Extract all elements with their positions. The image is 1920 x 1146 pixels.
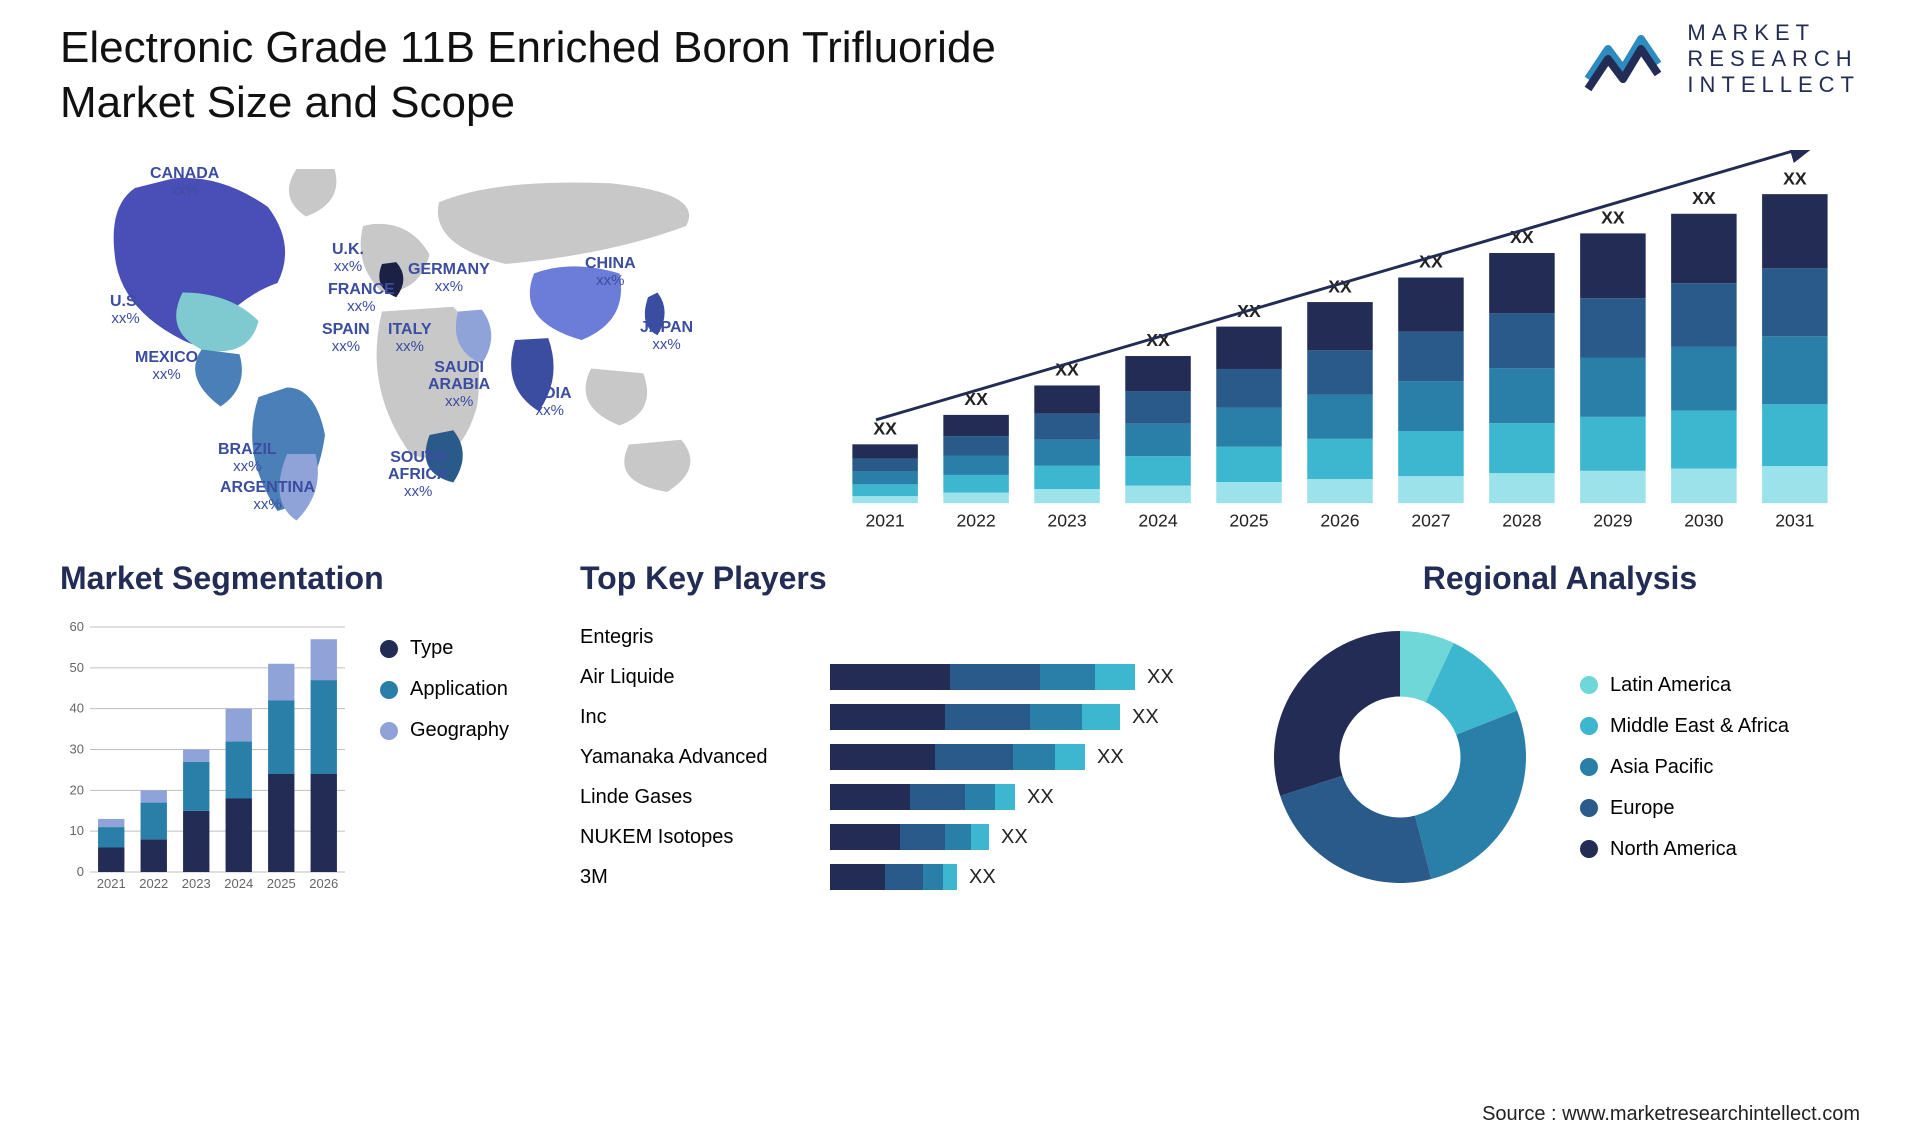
players-title: Top Key Players bbox=[580, 560, 1220, 597]
svg-text:10: 10 bbox=[70, 823, 84, 838]
legend-item: North America bbox=[1580, 838, 1789, 861]
players-labels: EntegrisAir LiquideIncYamanaka AdvancedL… bbox=[580, 617, 810, 897]
svg-text:XX: XX bbox=[1783, 168, 1807, 188]
country-label: JAPANxx% bbox=[640, 320, 693, 354]
player-label: Linde Gases bbox=[580, 777, 810, 817]
country-label: CANADAxx% bbox=[150, 166, 219, 200]
svg-text:2025: 2025 bbox=[1229, 511, 1268, 531]
legend-item: Europe bbox=[1580, 797, 1789, 820]
legend-item: Asia Pacific bbox=[1580, 756, 1789, 779]
player-bar-row: XX bbox=[830, 857, 1220, 897]
country-label: SAUDIARABIAxx% bbox=[428, 360, 490, 410]
svg-text:2026: 2026 bbox=[1320, 511, 1359, 531]
country-label: MEXICOxx% bbox=[135, 350, 198, 384]
logo-mark-icon bbox=[1583, 24, 1673, 94]
page-title: Electronic Grade 11B Enriched Boron Trif… bbox=[60, 20, 1060, 130]
country-label: FRANCExx% bbox=[328, 282, 395, 316]
player-bar-row: XX bbox=[830, 737, 1220, 777]
svg-text:40: 40 bbox=[70, 701, 84, 716]
player-label: Entegris bbox=[580, 617, 810, 657]
svg-text:2025: 2025 bbox=[267, 876, 296, 891]
player-label: Inc bbox=[580, 697, 810, 737]
svg-text:30: 30 bbox=[70, 742, 84, 757]
svg-text:2023: 2023 bbox=[182, 876, 211, 891]
segmentation-chart: 0 10 20 30 40 50 60 2021 2022 2023 2024 2025 2026 bbox=[60, 617, 350, 897]
legend-item: Middle East & Africa bbox=[1580, 715, 1789, 738]
svg-text:2029: 2029 bbox=[1593, 511, 1632, 531]
svg-text:XX: XX bbox=[1601, 208, 1625, 228]
player-label: Air Liquide bbox=[580, 657, 810, 697]
svg-text:2021: 2021 bbox=[865, 511, 904, 531]
logo-text-2: RESEARCH bbox=[1687, 46, 1860, 72]
segmentation-title: Market Segmentation bbox=[60, 560, 540, 597]
svg-text:20: 20 bbox=[70, 782, 84, 797]
country-label: U.K.xx% bbox=[332, 242, 364, 276]
growth-chart: XX2021XX2022XX2023XX2024XX2025XX2026XX20… bbox=[820, 150, 1860, 542]
svg-text:60: 60 bbox=[70, 619, 84, 634]
svg-text:XX: XX bbox=[1692, 188, 1716, 208]
growth-chart-panel: XX2021XX2022XX2023XX2024XX2025XX2026XX20… bbox=[820, 150, 1860, 530]
player-bar-row: XX bbox=[830, 777, 1220, 817]
legend-item: Geography bbox=[380, 719, 509, 742]
country-label: BRAZILxx% bbox=[218, 442, 277, 476]
svg-text:50: 50 bbox=[70, 660, 84, 675]
logo-text-3: INTELLECT bbox=[1687, 72, 1860, 98]
world-map-panel: CANADAxx% U.S.xx% MEXICOxx% BRAZILxx% ARGENT… bbox=[60, 150, 780, 530]
player-label: NUKEM Isotopes bbox=[580, 817, 810, 857]
svg-text:2028: 2028 bbox=[1502, 511, 1541, 531]
country-label: ARGENTINAxx% bbox=[220, 480, 315, 514]
svg-text:2021: 2021 bbox=[97, 876, 126, 891]
player-bar-row: XX bbox=[830, 817, 1220, 857]
players-bars: XXXXXXXXXXXX bbox=[830, 617, 1220, 897]
country-label: SPAINxx% bbox=[322, 322, 370, 356]
svg-text:2027: 2027 bbox=[1411, 511, 1450, 531]
svg-text:2024: 2024 bbox=[1138, 511, 1177, 531]
svg-text:2026: 2026 bbox=[309, 876, 338, 891]
player-label: Yamanaka Advanced bbox=[580, 737, 810, 777]
svg-text:0: 0 bbox=[77, 864, 84, 879]
regional-title: Regional Analysis bbox=[1260, 560, 1860, 597]
legend-item: Application bbox=[380, 678, 509, 701]
svg-text:2024: 2024 bbox=[224, 876, 253, 891]
player-bar-row bbox=[830, 617, 1220, 657]
country-label: ITALYxx% bbox=[388, 322, 432, 356]
source-attribution: Source : www.marketresearchintellect.com bbox=[1482, 1103, 1860, 1126]
segmentation-section: Market Segmentation 0 10 20 30 40 50 60 2021 202… bbox=[60, 560, 540, 897]
player-label: 3M bbox=[580, 857, 810, 897]
country-label: GERMANYxx% bbox=[408, 262, 490, 296]
logo-text-1: MARKET bbox=[1687, 20, 1860, 46]
country-label: CHINAxx% bbox=[585, 256, 636, 290]
legend-item: Latin America bbox=[1580, 674, 1789, 697]
svg-text:2031: 2031 bbox=[1775, 511, 1814, 531]
brand-logo: MARKET RESEARCH INTELLECT bbox=[1583, 20, 1860, 98]
country-label: U.S.xx% bbox=[110, 294, 141, 328]
svg-text:2023: 2023 bbox=[1047, 511, 1086, 531]
players-section: Top Key Players EntegrisAir LiquideIncYa… bbox=[580, 560, 1220, 897]
player-bar-row: XX bbox=[830, 697, 1220, 737]
svg-text:2022: 2022 bbox=[956, 511, 995, 531]
svg-text:2022: 2022 bbox=[139, 876, 168, 891]
regional-legend: Latin America Middle East & Africa Asia Pa… bbox=[1580, 674, 1789, 861]
country-label: SOUTHAFRICAxx% bbox=[388, 450, 448, 500]
regional-section: Regional Analysis Latin America Middle Ea… bbox=[1260, 560, 1860, 897]
segmentation-legend: Type Application Geography bbox=[380, 637, 509, 897]
country-label: INDIAxx% bbox=[528, 386, 572, 420]
legend-item: Type bbox=[380, 637, 509, 660]
svg-text:2030: 2030 bbox=[1684, 511, 1723, 531]
regional-donut-chart bbox=[1260, 617, 1540, 897]
player-bar-row: XX bbox=[830, 657, 1220, 697]
svg-text:XX: XX bbox=[873, 419, 897, 439]
